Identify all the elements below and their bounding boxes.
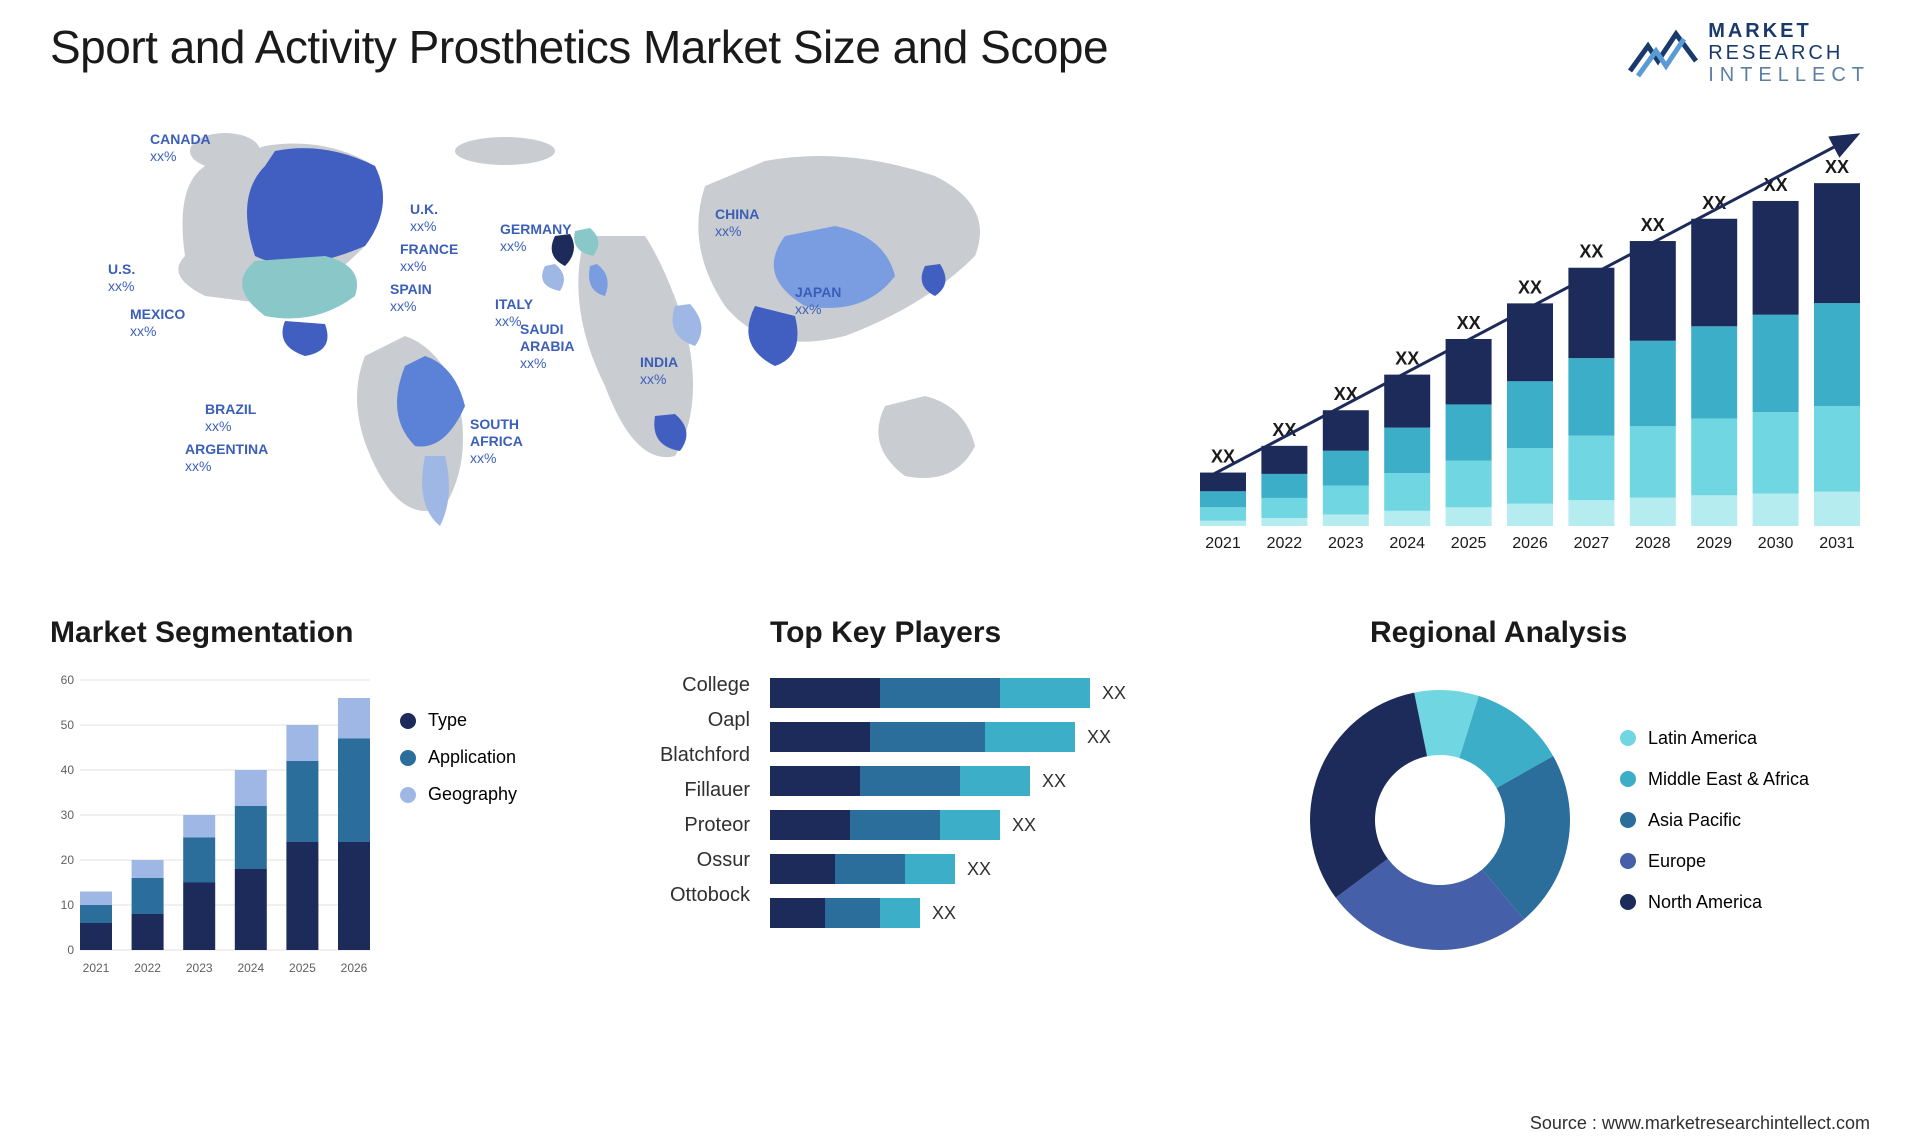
svg-text:XX: XX <box>1457 313 1481 333</box>
map-label: SOUTHAFRICAxx% <box>470 416 523 466</box>
map-label: MEXICOxx% <box>130 306 185 340</box>
svg-text:50: 50 <box>61 718 75 732</box>
legend-item: Europe <box>1620 851 1809 872</box>
player-bar-row: XX <box>770 898 1270 928</box>
players-title: Top Key Players <box>770 616 1270 650</box>
svg-text:2026: 2026 <box>1512 535 1548 552</box>
legend-item: North America <box>1620 892 1809 913</box>
map-label: CANADAxx% <box>150 131 211 165</box>
logo-line3: INTELLECT <box>1708 64 1870 86</box>
svg-text:2022: 2022 <box>1267 535 1303 552</box>
brand-logo: MARKET RESEARCH INTELLECT <box>1628 20 1870 86</box>
players-names: College Oapl Blatchford Fillauer Proteor Ossu… <box>630 670 750 928</box>
map-label: BRAZILxx% <box>205 401 256 435</box>
svg-text:2030: 2030 <box>1758 535 1794 552</box>
logo-line1: MARKET <box>1708 20 1870 42</box>
player-bar-row: XX <box>770 854 1270 884</box>
legend-item: Latin America <box>1620 728 1809 749</box>
player-name: Oapl <box>630 709 750 732</box>
legend-item: Middle East & Africa <box>1620 769 1809 790</box>
svg-text:2029: 2029 <box>1696 535 1732 552</box>
player-name: College <box>630 674 750 697</box>
svg-text:2021: 2021 <box>83 961 110 975</box>
market-segmentation: Market Segmentation 0 10 20 30 40 50 60 2021 202… <box>50 616 610 1016</box>
map-svg <box>50 106 1140 566</box>
player-name: Ottobock <box>630 884 750 907</box>
map-label: SPAINxx% <box>390 281 432 315</box>
player-name: Fillauer <box>630 779 750 802</box>
map-label: JAPANxx% <box>795 284 841 318</box>
map-label: GERMANYxx% <box>500 221 572 255</box>
regional-legend: Latin America Middle East & Africa Asia Pa… <box>1620 728 1809 913</box>
logo-icon <box>1628 26 1698 81</box>
page-title: Sport and Activity Prosthetics Market Si… <box>50 20 1108 74</box>
legend-item: Geography <box>400 784 517 805</box>
svg-text:2025: 2025 <box>1451 535 1487 552</box>
map-label: U.K.xx% <box>410 201 438 235</box>
svg-text:2028: 2028 <box>1635 535 1671 552</box>
svg-text:30: 30 <box>61 808 75 822</box>
regional-donut <box>1290 670 1590 970</box>
source-attribution: Source : www.marketresearchintellect.com <box>1530 1113 1870 1134</box>
map-label: CHINAxx% <box>715 206 759 240</box>
svg-text:2031: 2031 <box>1819 535 1855 552</box>
player-name: Proteor <box>630 814 750 837</box>
svg-text:XX: XX <box>1395 349 1419 369</box>
svg-text:60: 60 <box>61 673 75 687</box>
main-bar-chart: XX2021XX2022XX2023XX2024XX2025XX2026XX20… <box>1170 106 1870 566</box>
logo-line2: RESEARCH <box>1708 42 1870 64</box>
svg-text:2022: 2022 <box>134 961 161 975</box>
svg-text:2025: 2025 <box>289 961 316 975</box>
svg-text:XX: XX <box>1641 215 1665 235</box>
segmentation-title: Market Segmentation <box>50 616 610 650</box>
player-name: Ossur <box>630 849 750 872</box>
header: Sport and Activity Prosthetics Market Si… <box>50 20 1870 86</box>
map-label: FRANCExx% <box>400 241 458 275</box>
svg-text:2024: 2024 <box>237 961 264 975</box>
bottom-row: Market Segmentation 0 10 20 30 40 50 60 2021 202… <box>50 616 1870 1016</box>
map-label: ARGENTINAxx% <box>185 441 268 475</box>
legend-item: Application <box>400 747 517 768</box>
svg-text:2023: 2023 <box>1328 535 1364 552</box>
svg-text:40: 40 <box>61 763 75 777</box>
svg-text:2024: 2024 <box>1389 535 1425 552</box>
player-name: Blatchford <box>630 744 750 767</box>
player-bar-row: XX <box>770 678 1270 708</box>
player-bar-row: XX <box>770 766 1270 796</box>
svg-text:20: 20 <box>61 853 75 867</box>
svg-text:2023: 2023 <box>186 961 213 975</box>
player-bar-row: XX <box>770 722 1270 752</box>
map-label: U.S.xx% <box>108 261 135 295</box>
top-row: CANADAxx% U.S.xx% MEXICOxx% BRAZILxx% ARGENT… <box>50 106 1870 566</box>
main-chart-svg: XX2021XX2022XX2023XX2024XX2025XX2026XX20… <box>1170 106 1870 566</box>
svg-text:XX: XX <box>1825 157 1849 177</box>
svg-text:2027: 2027 <box>1574 535 1610 552</box>
segmentation-legend: Type Application Geography <box>400 670 517 1016</box>
map-label: SAUDIARABIAxx% <box>520 321 574 371</box>
svg-text:XX: XX <box>1518 277 1542 297</box>
world-map: CANADAxx% U.S.xx% MEXICOxx% BRAZILxx% ARGENT… <box>50 106 1140 566</box>
svg-text:0: 0 <box>67 943 74 957</box>
players-bars: XX XX XX XX XX XX <box>770 670 1270 928</box>
svg-text:XX: XX <box>1579 242 1603 262</box>
regional-title: Regional Analysis <box>1370 616 1870 650</box>
player-bar-row: XX <box>770 810 1270 840</box>
legend-item: Type <box>400 710 517 731</box>
legend-item: Asia Pacific <box>1620 810 1809 831</box>
segmentation-chart: 0 10 20 30 40 50 60 2021 2022 2023 2024 2025 2026 <box>50 670 380 980</box>
svg-text:10: 10 <box>61 898 75 912</box>
svg-text:2021: 2021 <box>1205 535 1241 552</box>
map-label: INDIAxx% <box>640 354 678 388</box>
svg-text:2026: 2026 <box>341 961 368 975</box>
top-key-players: Top Key Players College Oapl Blatchford Fil… <box>630 616 1270 1016</box>
regional-analysis: Regional Analysis Latin America Middle Ea… <box>1290 616 1870 1016</box>
